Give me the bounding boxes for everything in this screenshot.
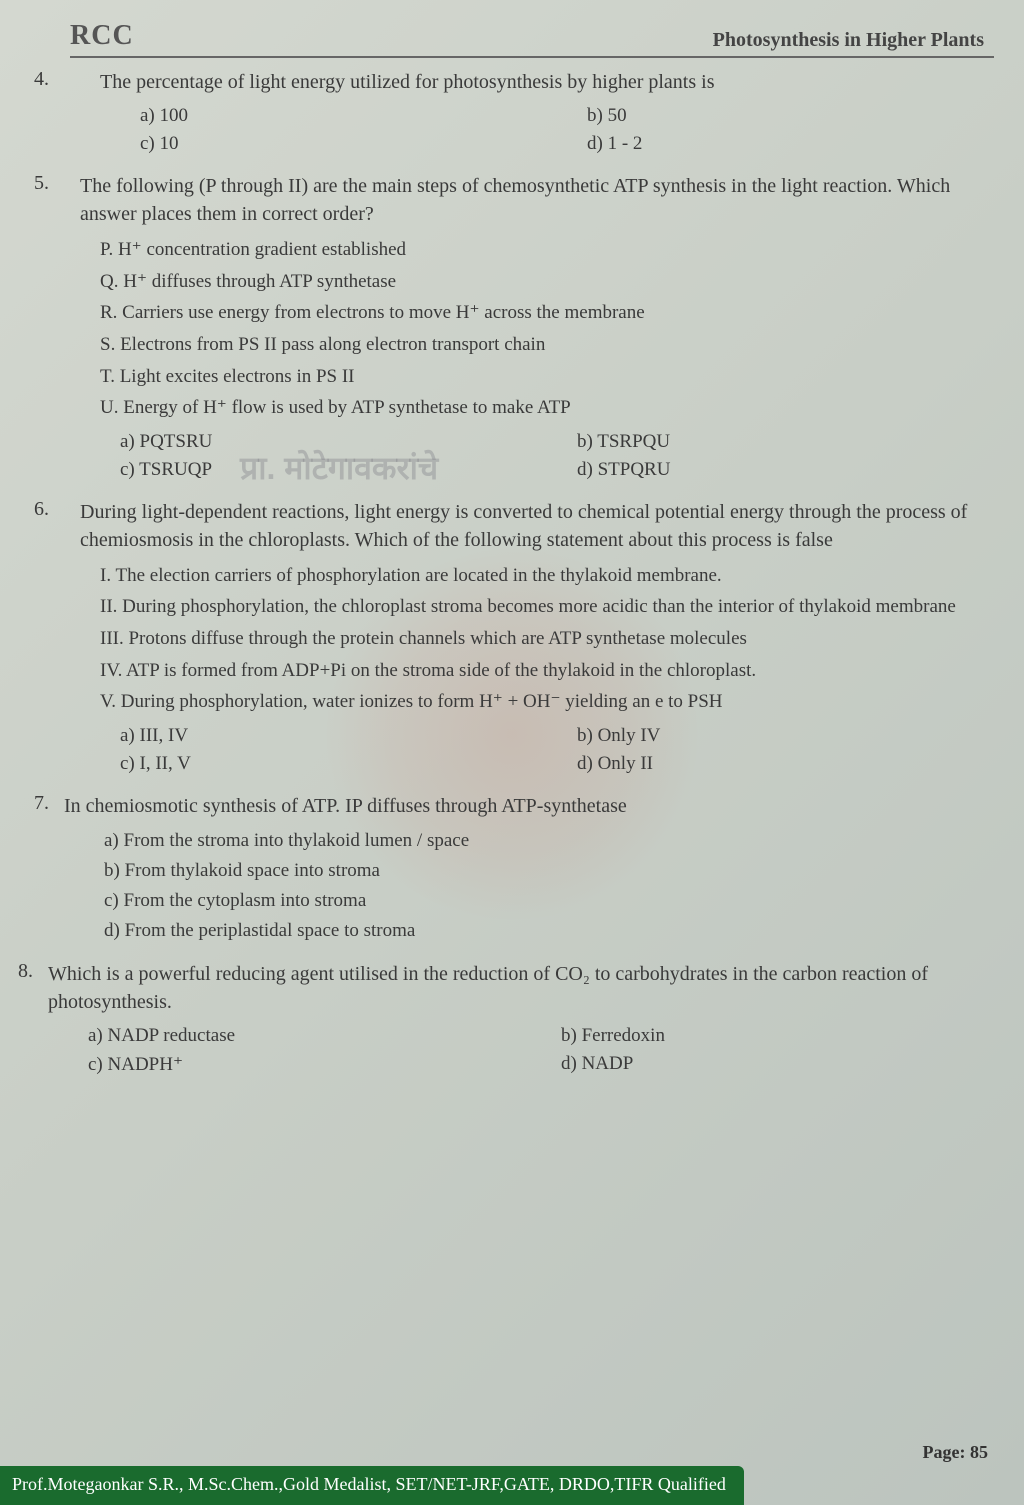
option-d: d) NADP [521,1050,994,1079]
option-b: b) TSRPQU [537,428,994,456]
options: a) III, IV b) Only IV c) I, II, V d) Onl… [80,722,994,778]
statement-iv: IV. ATP is formed from ADP+Pi on the str… [80,655,994,687]
step-u: U. Energy of H⁺ flow is used by ATP synt… [80,392,994,424]
option-d: d) 1 - 2 [547,130,994,158]
option-a: a) From the stroma into thylakoid lumen … [64,826,994,856]
question-text: Which is a powerful reducing agent utili… [48,960,994,1016]
question-8: 8. Which is a powerful reducing agent ut… [40,960,994,1079]
page-number: Page: 85 [923,1442,988,1463]
question-5: 5. The following (P through II) are the … [40,172,994,484]
page-container: प्रा. मोटेगावकरांचे RCC Photosynthesis i… [0,0,1024,1505]
step-t: T. Light excites electrons in PS II [80,361,994,393]
options: a) PQTSRU b) TSRPQU c) TSRUQP d) STPQRU [80,428,994,484]
header-chapter: Photosynthesis in Higher Plants [713,29,984,52]
option-a: a) NADP reductase [48,1022,521,1050]
header-divider [70,56,994,58]
option-d: d) STPQRU [537,456,994,484]
option-b: b) 50 [547,102,994,130]
options: a) NADP reductase b) Ferredoxin c) NADPH… [48,1022,994,1079]
header-logo: RCC [70,20,134,52]
option-c: c) NADPH⁺ [48,1050,521,1079]
option-b: b) Only IV [537,722,994,750]
options: a) From the stroma into thylakoid lumen … [64,826,994,946]
question-number: 8. [18,960,33,983]
option-a: a) PQTSRU [80,428,537,456]
page-header: RCC Photosynthesis in Higher Plants [40,20,994,52]
question-text: The following (P through II) are the mai… [80,172,994,228]
step-s: S. Electrons from PS II pass along elect… [80,329,994,361]
statement-ii: II. During phosphorylation, the chloropl… [80,591,994,623]
question-text: The percentage of light energy utilized … [100,68,994,96]
question-text: During light-dependent reactions, light … [80,498,994,554]
question-7: 7. In chemiosmotic synthesis of ATP. IP … [40,792,994,946]
option-b: b) From thylakoid space into stroma [64,856,994,886]
statement-v: V. During phosphorylation, water ionizes… [80,686,994,718]
question-4: 4. The percentage of light energy utiliz… [40,68,994,158]
option-c: c) From the cytoplasm into stroma [64,886,994,916]
option-c: c) I, II, V [80,750,537,778]
footer-credential: Prof.Motegaonkar S.R., M.Sc.Chem.,Gold M… [0,1466,744,1505]
option-a: a) 100 [100,102,547,130]
option-c: c) 10 [100,130,547,158]
question-6: 6. During light-dependent reactions, lig… [40,498,994,778]
option-a: a) III, IV [80,722,537,750]
step-p: P. H⁺ concentration gradient established [80,234,994,266]
question-number: 4. [34,68,49,91]
option-d: d) From the periplastidal space to strom… [64,916,994,946]
option-d: d) Only II [537,750,994,778]
option-b: b) Ferredoxin [521,1022,994,1050]
statement-iii: III. Protons diffuse through the protein… [80,623,994,655]
question-number: 5. [34,172,49,195]
option-c: c) TSRUQP [80,456,537,484]
question-number: 6. [34,498,49,521]
options: a) 100 b) 50 c) 10 d) 1 - 2 [100,102,994,158]
question-text: In chemiosmotic synthesis of ATP. IP dif… [64,792,994,820]
step-q: Q. H⁺ diffuses through ATP synthetase [80,266,994,298]
step-r: R. Carriers use energy from electrons to… [80,297,994,329]
statement-i: I. The election carriers of phosphorylat… [80,560,994,592]
question-number: 7. [34,792,49,815]
